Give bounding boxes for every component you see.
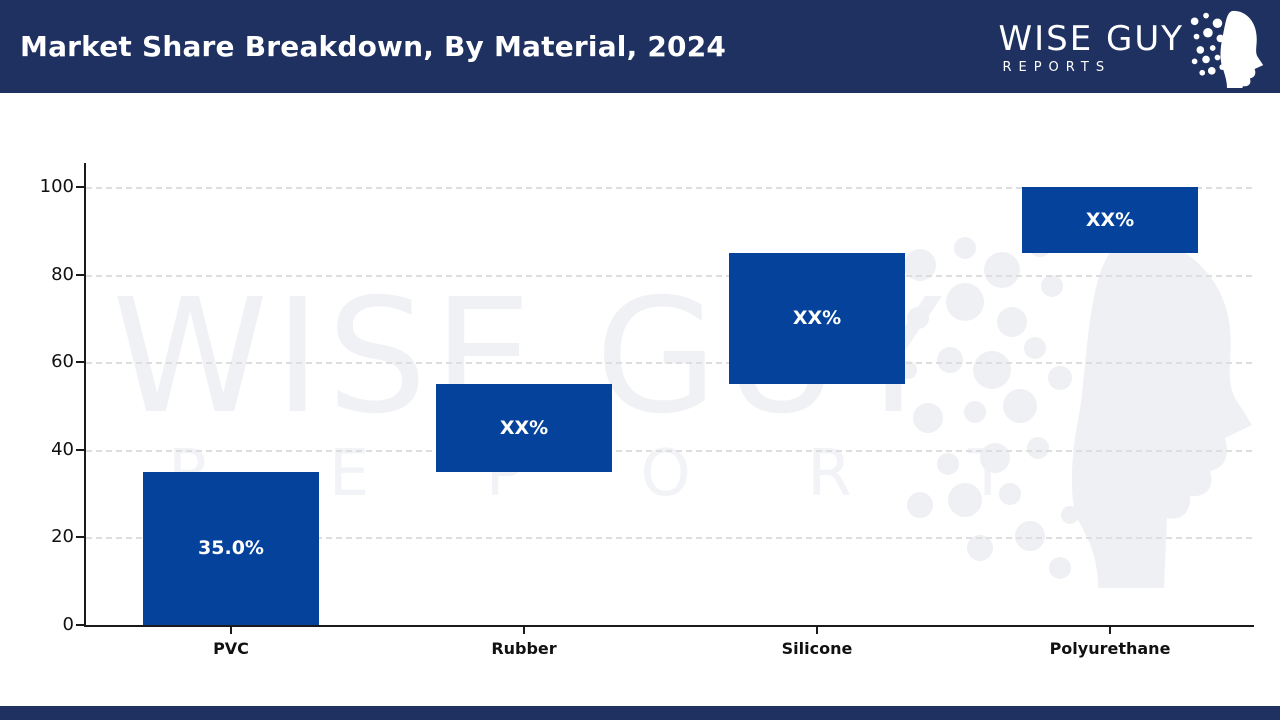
gridline-80 (86, 274, 1252, 277)
bar-value-label-rubber: XX% (499, 416, 549, 439)
x-category-label-silicone: Silicone (781, 639, 853, 658)
bar-value-label-pvc: 35.0% (198, 537, 264, 560)
y-tick-mark-20 (76, 536, 84, 539)
bar-pvc: 35.0% (143, 471, 319, 625)
x-category-label-pvc: PVC (213, 639, 249, 658)
bar-value-label-silicone: XX% (792, 307, 842, 330)
gridline-40 (86, 449, 1252, 452)
x-tick-mark-pvc (230, 627, 232, 634)
bar-polyurethane: XX% (1022, 187, 1198, 253)
watermark-head-icon (899, 233, 1252, 588)
y-tick-mark-40 (76, 448, 84, 451)
gridline-20 (86, 537, 1252, 540)
y-tick-label-40: 40 (51, 438, 74, 460)
bar-rubber: XX% (436, 384, 612, 472)
x-tick-mark-silicone (816, 627, 818, 634)
y-tick-label-100: 100 (39, 176, 74, 197)
y-tick-label-0: 0 (62, 614, 74, 635)
logo-subtitle: REPORTS (1002, 59, 1112, 75)
x-category-label-rubber: Rubber (491, 639, 557, 658)
page-title: Market Share Breakdown, By Material, 202… (20, 30, 727, 63)
x-category-label-polyurethane: Polyurethane (1049, 639, 1171, 658)
bar-silicone: XX% (729, 252, 905, 385)
wiseguy-logo-text: WISE GUY REPORTS (998, 19, 1184, 75)
logo-wordmark: WISE GUY (998, 19, 1184, 60)
bar-value-label-polyurethane: XX% (1085, 208, 1135, 231)
x-axis-line (84, 625, 1254, 627)
y-tick-mark-60 (76, 361, 84, 364)
wiseguy-head-icon (1190, 10, 1264, 88)
wiseguy-logo: WISE GUY REPORTS (998, 8, 1266, 88)
footer-bar (0, 706, 1280, 720)
header-bar: Market Share Breakdown, By Material, 202… (0, 0, 1280, 93)
y-tick-mark-80 (76, 273, 84, 276)
y-tick-mark-100 (76, 186, 84, 188)
y-axis-line (84, 163, 86, 627)
y-tick-mark-0 (76, 624, 84, 626)
chart-plot-area: 0 20 40 60 80 100 35.0% PVC XX% Rubber XX% Silicone… (0, 93, 1280, 706)
y-tick-label-80: 80 (51, 263, 74, 285)
x-tick-mark-rubber (523, 627, 525, 634)
gridline-100 (86, 187, 1252, 189)
y-tick-label-60: 60 (51, 351, 74, 373)
x-tick-mark-polyurethane (1109, 627, 1111, 634)
gridline-60 (86, 362, 1252, 365)
y-tick-label-20: 20 (51, 526, 74, 548)
